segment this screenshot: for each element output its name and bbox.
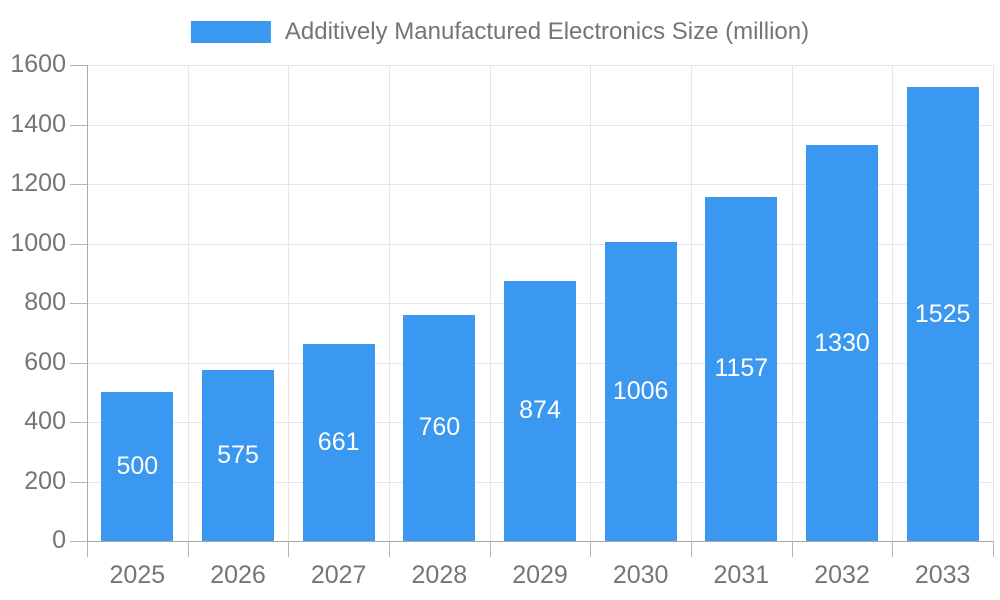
- y-axis-tick-label: 1200: [10, 169, 66, 197]
- legend-label: Additively Manufactured Electronics Size…: [284, 18, 810, 45]
- x-axis-tick-label: 2029: [512, 561, 568, 589]
- legend-swatch: [190, 21, 271, 43]
- gridline-vertical: [993, 65, 994, 541]
- bar: 1525: [906, 87, 979, 541]
- y-axis-tick-label: 1600: [10, 50, 66, 78]
- bar: 661: [302, 344, 375, 541]
- gridline-horizontal: [87, 184, 993, 185]
- bar-value-label: 1006: [612, 376, 669, 405]
- x-axis-tick: [288, 541, 290, 557]
- y-axis-tick-label: 800: [24, 288, 66, 316]
- x-axis-tick-label: 2032: [814, 561, 870, 589]
- x-axis-tick: [389, 541, 390, 557]
- y-axis-tick-label: 400: [24, 407, 66, 435]
- x-axis-tick-label: 2030: [612, 561, 669, 589]
- x-axis-tick: [590, 541, 592, 557]
- y-axis-line: [87, 65, 88, 557]
- y-axis-tick: [70, 243, 87, 245]
- y-axis-tick-label: 200: [24, 466, 66, 495]
- x-axis-tick: [892, 541, 894, 557]
- gridline-vertical: [187, 65, 189, 541]
- x-axis-line: [70, 541, 993, 542]
- legend: Additively Manufactured Electronics Size…: [190, 18, 810, 46]
- bar: 874: [504, 280, 576, 541]
- y-axis-tick-label: 1400: [10, 109, 66, 138]
- bar-value-label: 1525: [914, 299, 971, 328]
- gridline-vertical: [288, 65, 290, 541]
- x-axis-tick: [691, 541, 692, 557]
- y-axis-tick: [70, 541, 87, 542]
- bar: 575: [202, 369, 274, 541]
- y-axis-tick-label: 1000: [10, 228, 66, 257]
- gridline-horizontal: [87, 124, 993, 126]
- gridline-vertical: [691, 65, 692, 541]
- x-axis-tick-label: 2026: [210, 561, 266, 589]
- bar-value-label: 1157: [714, 354, 769, 383]
- gridline-vertical: [389, 65, 390, 541]
- gridline-vertical: [892, 65, 894, 541]
- bar-value-label: 760: [418, 413, 461, 442]
- x-axis-tick: [993, 541, 994, 557]
- y-axis-tick: [70, 422, 87, 423]
- bar: 1157: [705, 196, 778, 541]
- gridline-vertical: [791, 65, 793, 541]
- bar-value-label: 874: [519, 396, 561, 425]
- x-axis-tick: [187, 541, 189, 557]
- y-axis-tick: [70, 481, 87, 483]
- x-axis-tick: [87, 541, 88, 557]
- x-axis-tick-label: 2033: [914, 561, 971, 589]
- x-axis-tick-label: 2031: [713, 561, 770, 589]
- y-axis-tick: [70, 362, 87, 364]
- gridline-horizontal: [87, 243, 993, 245]
- y-axis-tick: [70, 124, 87, 126]
- x-axis-tick-label: 2025: [109, 561, 166, 589]
- bar: 500: [101, 392, 174, 541]
- bar: 760: [403, 314, 476, 541]
- x-axis-tick: [791, 541, 793, 557]
- bar-value-label: 575: [217, 440, 259, 469]
- gridline-vertical: [590, 65, 592, 541]
- bar-value-label: 661: [317, 428, 360, 457]
- bar: 1330: [806, 145, 878, 541]
- y-axis-tick: [70, 303, 87, 304]
- x-axis-tick-label: 2027: [310, 561, 367, 589]
- y-axis-tick-label: 600: [24, 347, 66, 376]
- x-axis-tick: [489, 541, 491, 557]
- y-axis-tick-label: 0: [52, 526, 66, 554]
- bar-value-label: 500: [116, 452, 159, 481]
- gridline-horizontal: [87, 65, 993, 66]
- y-axis-tick: [70, 65, 87, 66]
- gridline-vertical: [489, 65, 491, 541]
- y-axis-tick: [70, 184, 87, 185]
- x-axis-tick-label: 2028: [411, 561, 468, 589]
- bar-value-label: 1330: [814, 328, 870, 357]
- bar: 1006: [604, 241, 677, 541]
